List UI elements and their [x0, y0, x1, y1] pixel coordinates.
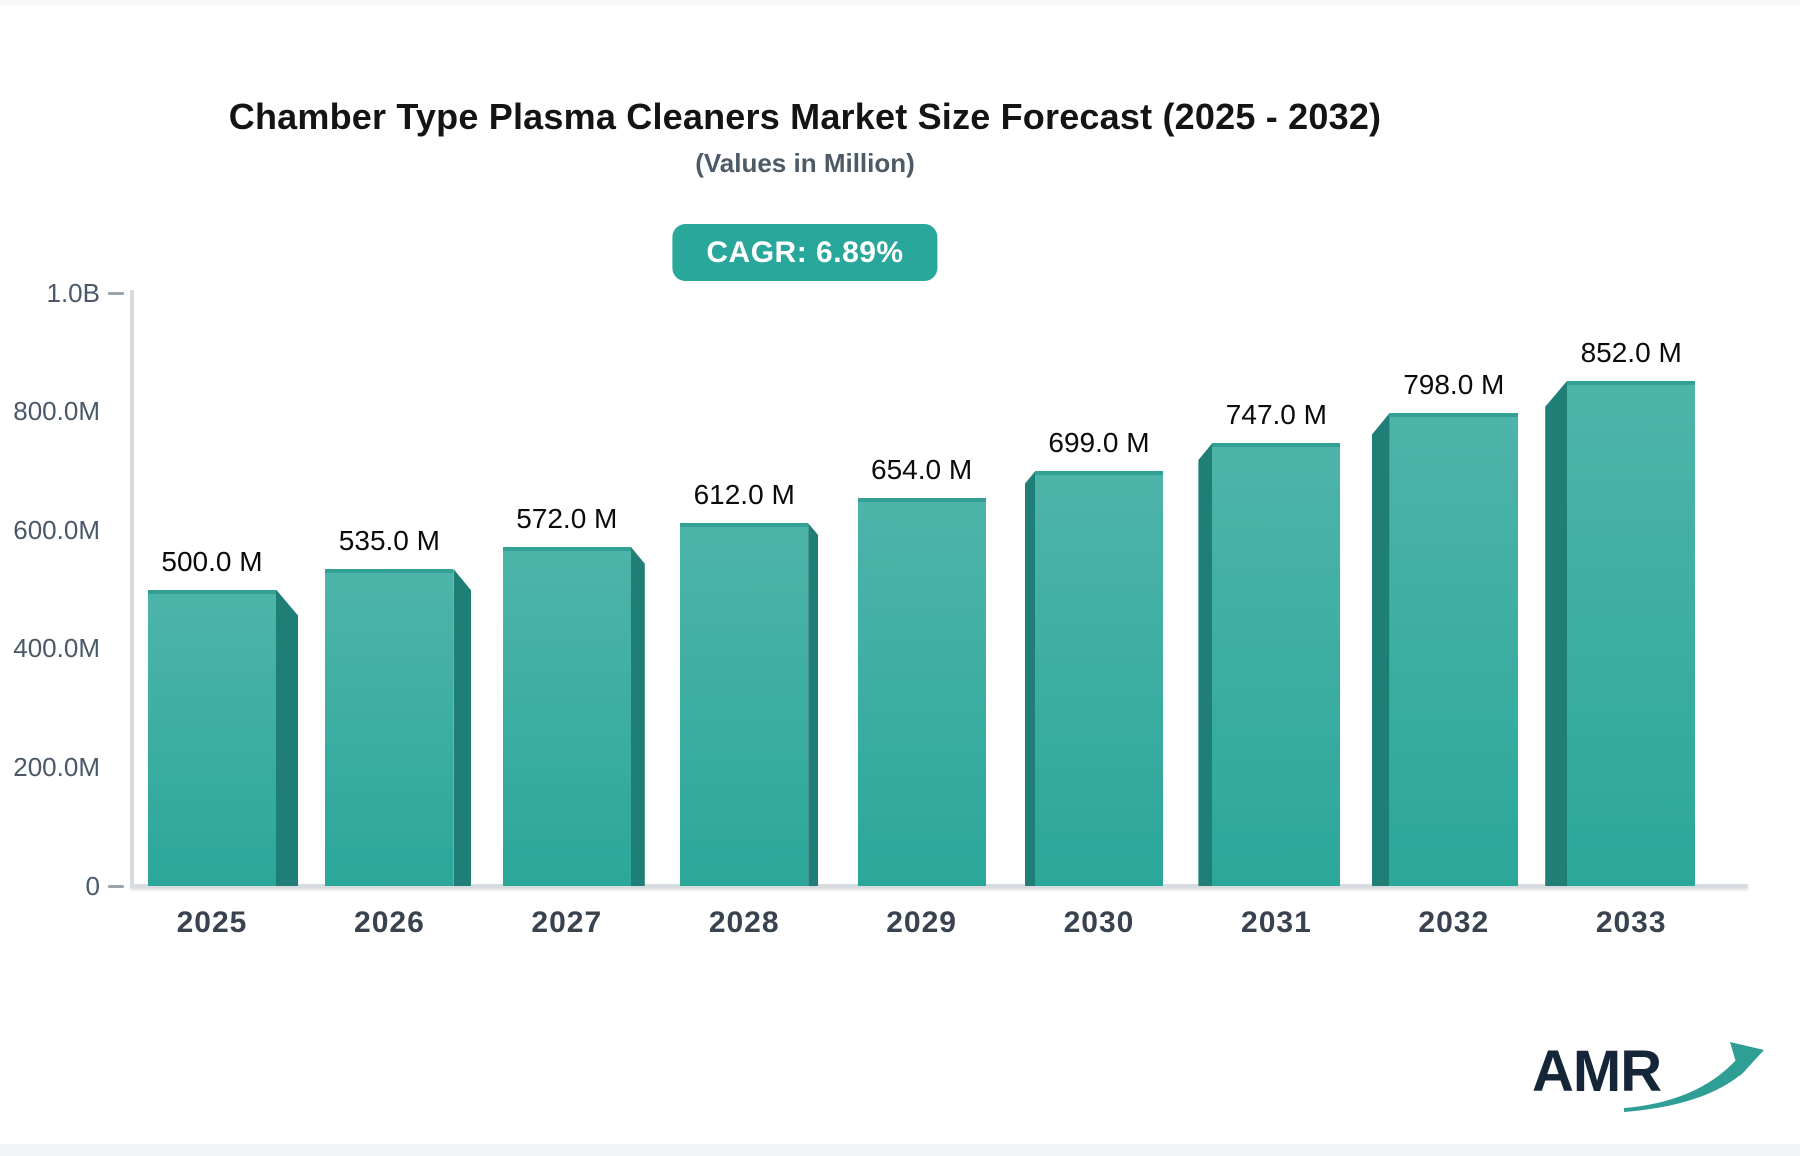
chart-subtitle: (Values in Million)	[695, 148, 915, 178]
bar-3d-side	[808, 523, 819, 886]
x-tick-label: 2025	[176, 906, 248, 939]
amr-logo-arrow-icon	[1624, 1042, 1764, 1112]
bar-2025	[148, 589, 276, 886]
bar-3d-side	[1025, 471, 1035, 886]
bottom-edge-strip	[0, 1144, 1800, 1156]
bar-3d-side	[1371, 412, 1390, 886]
y-axis-tick-dash	[108, 884, 124, 888]
bar-value-label: 852.0 M	[1580, 336, 1682, 368]
bar-top-edge	[325, 568, 454, 573]
bar-top-edge	[148, 589, 276, 594]
bar-top-edge	[1567, 380, 1696, 385]
bar-value-label: 699.0 M	[1048, 427, 1150, 459]
y-axis-line	[130, 290, 134, 888]
y-tick-label: 1.0B	[0, 278, 124, 308]
y-tick-label: 800.0M	[13, 396, 100, 427]
x-axis-line	[130, 884, 1748, 888]
y-tick-label: 200.0M	[13, 751, 100, 782]
bar-3d-side	[1545, 380, 1568, 886]
bar-2027	[502, 546, 631, 886]
bar-3d-side	[276, 589, 298, 886]
bar-value-label: 798.0 M	[1403, 368, 1505, 400]
y-tick-label: 400.0M	[13, 633, 100, 664]
x-tick-label: 2028	[708, 906, 780, 939]
x-tick-label: 2030	[1063, 906, 1135, 939]
chart-title: Chamber Type Plasma Cleaners Market Size…	[228, 96, 1382, 137]
bar-2028	[680, 523, 809, 886]
x-tick-label: 2029	[886, 906, 957, 939]
cagr-badge: CAGR: 6.89%	[672, 224, 938, 281]
bar-value-label: 572.0 M	[516, 502, 618, 534]
bar-value-label: 535.0 M	[338, 524, 440, 556]
bar-top-edge	[1389, 412, 1518, 417]
bar-3d-side	[1198, 443, 1213, 886]
bar-2032	[1389, 412, 1518, 886]
bar-2030	[1035, 471, 1163, 886]
bar-value-label: 747.0 M	[1225, 399, 1327, 431]
bar-value-label: 654.0 M	[871, 454, 973, 486]
bar-2031	[1212, 443, 1341, 886]
x-tick-label: 2026	[354, 906, 425, 939]
bar-top-edge	[680, 523, 809, 528]
y-axis-tick-dash	[108, 291, 124, 295]
top-edge-strip	[0, 0, 1800, 5]
x-tick-label: 2027	[531, 906, 603, 939]
amr-logo: AMR	[1532, 1038, 1764, 1128]
bar-top-edge	[1035, 471, 1163, 476]
x-tick-label: 2033	[1595, 906, 1667, 939]
y-tick-label: 0	[0, 871, 124, 901]
bar-top-edge	[1212, 443, 1341, 448]
bar-2026	[325, 568, 454, 886]
amr-logo-text: AMR	[1532, 1039, 1662, 1104]
bar-top-edge	[502, 546, 631, 551]
bar-2029	[857, 498, 986, 886]
bar-3d-side	[453, 568, 472, 886]
bar-2033	[1567, 380, 1696, 886]
bar-3d-side	[630, 546, 645, 886]
x-tick-label: 2031	[1241, 906, 1312, 939]
x-tick-label: 2032	[1418, 906, 1490, 939]
bar-value-label: 500.0 M	[161, 545, 263, 577]
bar-value-label: 612.0 M	[693, 479, 795, 511]
y-tick-label: 600.0M	[13, 514, 100, 545]
bar-top-edge	[857, 498, 986, 503]
